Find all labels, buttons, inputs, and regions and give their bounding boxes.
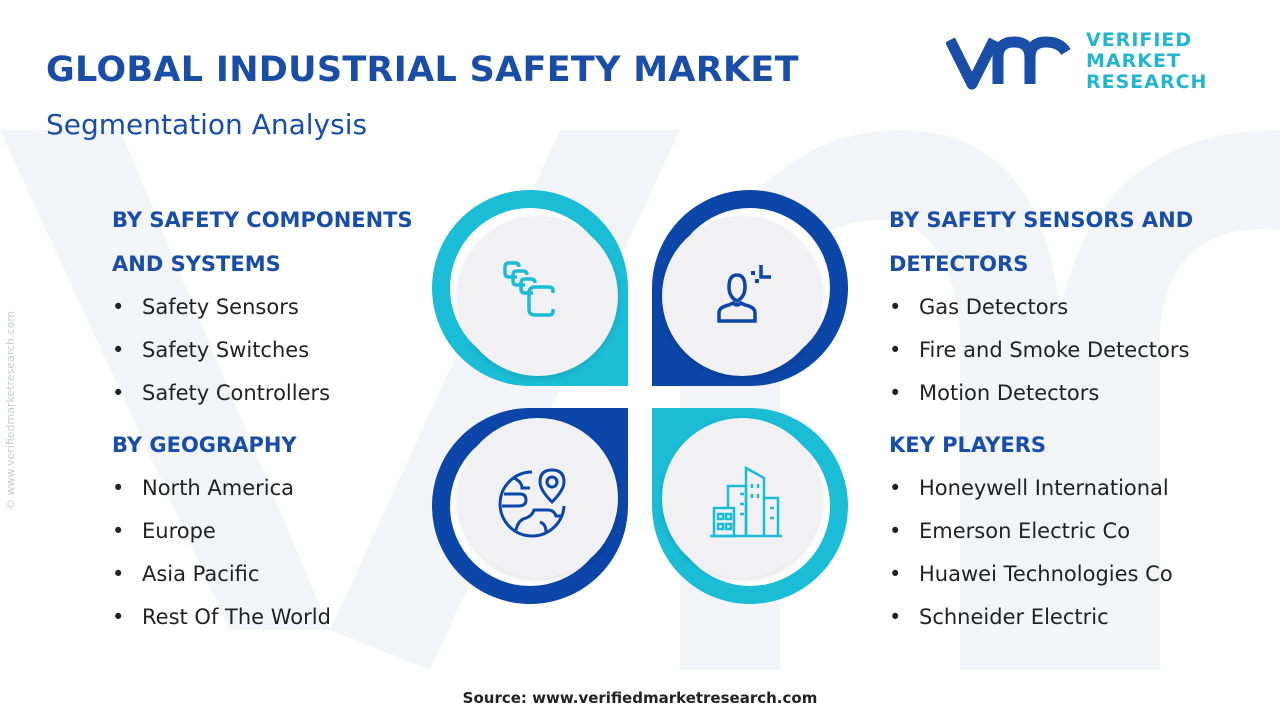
list-item: Emerson Electric Co bbox=[889, 510, 1193, 553]
list-item: Fire and Smoke Detectors bbox=[889, 329, 1193, 372]
person-scan-icon bbox=[717, 265, 771, 323]
vmr-logo-mark bbox=[946, 35, 1071, 89]
list-item: Rest Of The World bbox=[112, 596, 413, 639]
vmr-logo: VERIFIED MARKET RESEARCH bbox=[946, 30, 1207, 93]
globe-location-icon bbox=[498, 468, 566, 538]
sensors-list: Gas Detectors Fire and Smoke Detectors M… bbox=[889, 286, 1193, 415]
modules-icon bbox=[503, 261, 555, 317]
geography-list: North America Europe Asia Pacific Rest O… bbox=[112, 467, 413, 639]
components-list: Safety Sensors Safety Switches Safety Co… bbox=[112, 286, 413, 415]
list-item: Europe bbox=[112, 510, 413, 553]
list-item: Motion Detectors bbox=[889, 372, 1193, 415]
players-heading: KEY PLAYERS bbox=[889, 433, 1046, 457]
list-item: Schneider Electric bbox=[889, 596, 1193, 639]
components-drop bbox=[432, 190, 628, 386]
geography-drop bbox=[432, 408, 628, 604]
list-item: Huawei Technologies Co bbox=[889, 553, 1193, 596]
components-heading: BY SAFETY COMPONENTS AND SYSTEMS bbox=[112, 208, 413, 276]
sensors-heading: BY SAFETY SENSORS AND DETECTORS bbox=[889, 208, 1194, 276]
list-item: North America bbox=[112, 467, 413, 510]
buildings-icon bbox=[710, 465, 782, 538]
list-item: Gas Detectors bbox=[889, 286, 1193, 329]
list-item: Honeywell International bbox=[889, 467, 1193, 510]
page-subtitle: Segmentation Analysis bbox=[46, 108, 368, 141]
geography-heading: BY GEOGRAPHY bbox=[112, 433, 297, 457]
list-item: Asia Pacific bbox=[112, 553, 413, 596]
source-note: Source: www.verifiedmarketresearch.com bbox=[462, 689, 818, 707]
side-watermark: © www.verifiedmarketresearch.com bbox=[4, 310, 17, 510]
list-item: Safety Controllers bbox=[112, 372, 413, 415]
players-list: Honeywell International Emerson Electric… bbox=[889, 467, 1193, 639]
players-drop bbox=[652, 408, 848, 604]
list-item: Safety Sensors bbox=[112, 286, 413, 329]
sensors-drop bbox=[652, 190, 848, 386]
page-title: GLOBAL INDUSTRIAL SAFETY MARKET bbox=[46, 50, 799, 90]
list-item: Safety Switches bbox=[112, 329, 413, 372]
